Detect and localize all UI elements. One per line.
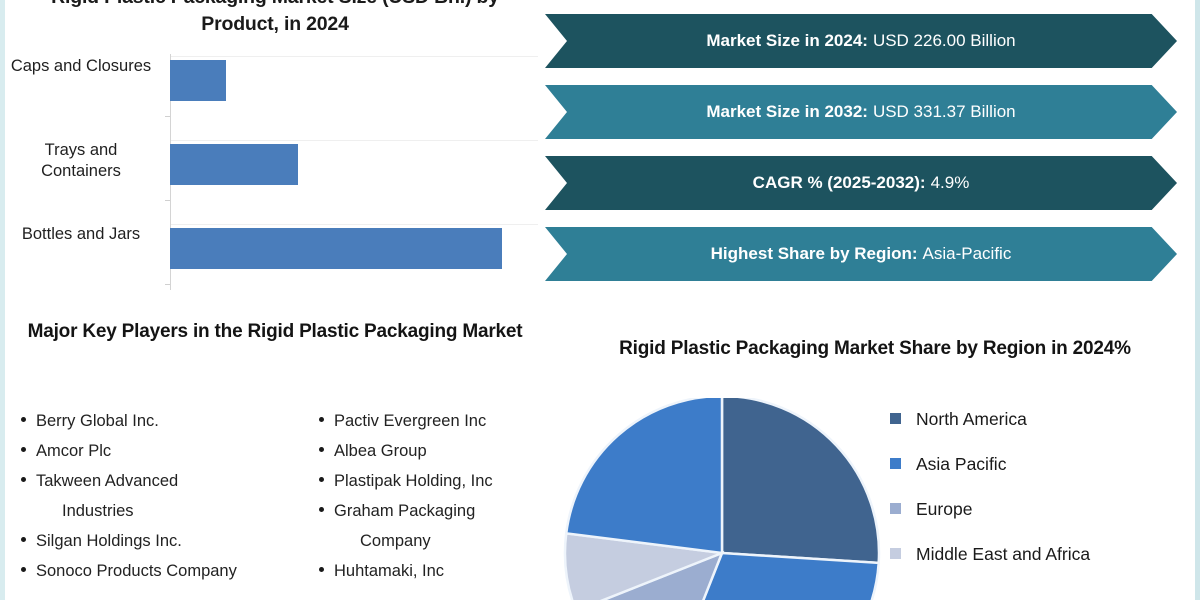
metric-banner-highest-share-region: Highest Share by Region: Asia-Pacific: [545, 227, 1177, 281]
bar-category-label: Trays and Containers: [41, 141, 121, 180]
key-players-columns: Berry Global Inc. Amcor Plc Takween Adva…: [5, 406, 545, 600]
bar-value: [170, 60, 226, 101]
metric-key: Highest Share by Region:: [710, 244, 918, 263]
player-name: Berry Global Inc.: [36, 412, 159, 430]
bullet-icon: [319, 477, 324, 482]
player-name: Graham Packaging: [334, 502, 476, 520]
list-item: Silgan Holdings Inc.: [19, 526, 319, 556]
metric-banner-cagr: CAGR % (2025-2032): 4.9%: [545, 156, 1177, 210]
pie-slice: [702, 551, 881, 600]
pie-chart-panel: Rigid Plastic Packaging Market Share by …: [545, 330, 1195, 600]
list-item: Huhtamaki, Inc: [317, 556, 545, 586]
legend-swatch-icon: [890, 548, 901, 559]
list-item: Plastipak Holding, Inc: [317, 466, 545, 496]
player-name-continued: Company: [360, 532, 431, 550]
metric-key: Market Size in 2024:: [706, 31, 868, 50]
bar-value: [170, 228, 502, 269]
player-name: Huhtamaki, Inc: [334, 562, 445, 580]
bar-category-label: Bottles and Jars: [21, 225, 141, 243]
player-name: Albea Group: [334, 442, 427, 460]
metric-value: USD 331.37 Billion: [872, 102, 1016, 121]
pie-chart-title: Rigid Plastic Packaging Market Share by …: [619, 338, 1131, 359]
player-name: Plastipak Holding, Inc: [334, 472, 493, 490]
player-name: Silgan Holdings Inc.: [36, 532, 182, 550]
key-players-column-right: Pactiv Evergreen Inc Albea Group Plastip…: [317, 406, 545, 586]
metric-key: CAGR % (2025-2032):: [752, 173, 926, 192]
bullet-icon: [319, 567, 324, 572]
bar-chart-plot: Caps and Closures Trays and Containers B…: [5, 54, 545, 294]
axis-tick: [165, 284, 170, 285]
metric-value: 4.9%: [930, 173, 970, 192]
list-item: Berry Global Inc.: [19, 406, 319, 436]
pie-chart-legend: North America Asia Pacific Europe Middle…: [890, 408, 1195, 588]
pie-slice: [564, 398, 724, 555]
legend-label: Europe: [916, 499, 973, 519]
bullet-icon: [319, 447, 324, 452]
axis-tick: [165, 200, 170, 201]
bullet-icon: [21, 447, 26, 452]
key-players-title: Major Key Players in the Rigid Plastic P…: [27, 321, 523, 342]
player-name-continued: Industries: [62, 502, 134, 520]
pie-slice: [720, 398, 881, 565]
key-metrics-panel: Market Size in 2024: USD 226.00 Billion …: [545, 14, 1195, 286]
metric-banner-market-size-2032: Market Size in 2032: USD 331.37 Billion: [545, 85, 1177, 139]
bar-value: [170, 144, 299, 185]
list-item: Amcor Plc: [19, 436, 319, 466]
legend-item-north-america: North America: [890, 408, 1195, 453]
bullet-icon: [21, 567, 26, 572]
key-players-column-left: Berry Global Inc. Amcor Plc Takween Adva…: [19, 406, 319, 586]
legend-label: Middle East and Africa: [916, 544, 1091, 564]
list-item: Graham Packaging Company: [317, 496, 545, 556]
player-name: Pactiv Evergreen Inc: [334, 412, 487, 430]
pie-svg: [563, 398, 881, 600]
legend-label: North America: [916, 409, 1027, 429]
legend-label: Asia Pacific: [916, 454, 1007, 474]
metric-value: Asia-Pacific: [922, 244, 1012, 263]
metric-value: USD 226.00 Billion: [872, 31, 1016, 50]
list-item: Sonoco Products Company: [19, 556, 319, 586]
player-name: Takween Advanced: [36, 472, 179, 490]
player-name: Sonoco Products Company: [36, 562, 237, 580]
bullet-icon: [21, 477, 26, 482]
bullet-icon: [21, 537, 26, 542]
bullet-icon: [319, 417, 324, 422]
key-players-panel: Major Key Players in the Rigid Plastic P…: [5, 306, 545, 600]
legend-swatch-icon: [890, 458, 901, 469]
pie-chart-graphic: [555, 398, 895, 600]
metric-key: Market Size in 2032:: [706, 102, 868, 121]
list-item: Takween Advanced Industries: [19, 466, 319, 526]
gridline: [170, 140, 538, 141]
list-item: Albea Group: [317, 436, 545, 466]
legend-swatch-icon: [890, 503, 901, 514]
legend-item-middle-east-and-africa: Middle East and Africa: [890, 543, 1195, 588]
axis-tick: [165, 116, 170, 117]
bullet-icon: [319, 507, 324, 512]
legend-item-europe: Europe: [890, 498, 1195, 543]
legend-swatch-icon: [890, 413, 901, 424]
metric-banner-market-size-2024: Market Size in 2024: USD 226.00 Billion: [545, 14, 1177, 68]
gridline: [170, 56, 538, 57]
bar-chart-panel: Rigid Plastic Packaging Market Size (USD…: [5, 0, 545, 300]
legend-item-asia-pacific: Asia Pacific: [890, 453, 1195, 498]
gridline: [170, 224, 538, 225]
bar-chart-title: Rigid Plastic Packaging Market Size (USD…: [51, 0, 499, 35]
bar-category-label: Caps and Closures: [10, 57, 152, 75]
player-name: Amcor Plc: [36, 442, 112, 460]
bullet-icon: [21, 417, 26, 422]
list-item: Pactiv Evergreen Inc: [317, 406, 545, 436]
